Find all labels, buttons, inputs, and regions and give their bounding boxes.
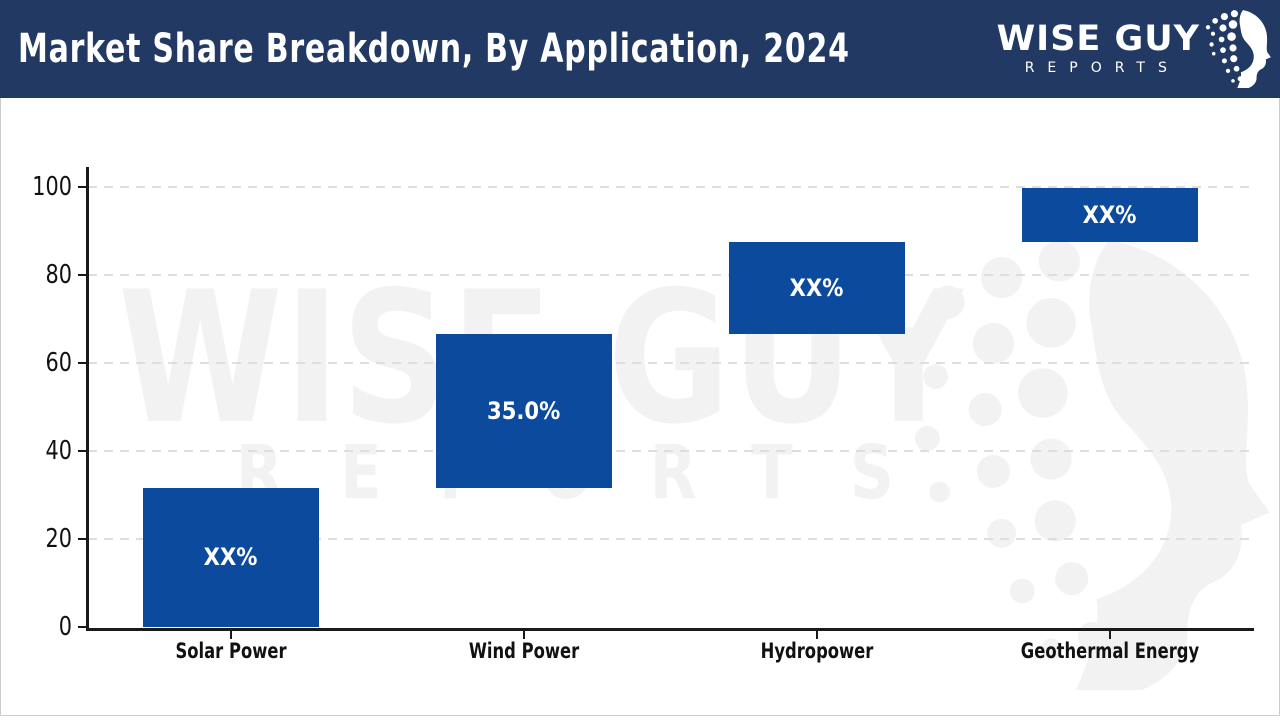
bar-value-label: XX% bbox=[204, 543, 258, 572]
x-axis-tick bbox=[523, 631, 525, 639]
gridline bbox=[88, 450, 1254, 452]
y-axis-tick bbox=[78, 362, 87, 364]
x-axis-line bbox=[86, 628, 1254, 631]
y-tick-label: 20 bbox=[45, 524, 72, 554]
gridline bbox=[88, 186, 1254, 188]
header-bar: Market Share Breakdown, By Application, … bbox=[0, 0, 1280, 98]
x-category-label: Geothermal Energy bbox=[1020, 639, 1200, 663]
bar-value-label: 35.0% bbox=[487, 396, 561, 425]
x-category-label: Wind Power bbox=[468, 639, 580, 663]
x-category-label: Solar Power bbox=[175, 639, 287, 663]
page-title: Market Share Breakdown, By Application, … bbox=[18, 26, 850, 72]
logo-wordmark: WISE GUY bbox=[996, 18, 1200, 59]
y-tick-label: 40 bbox=[45, 436, 72, 466]
gridline bbox=[88, 362, 1254, 364]
bar-segment: XX% bbox=[1022, 187, 1198, 243]
y-axis-tick bbox=[78, 450, 87, 452]
watermark-head-icon bbox=[894, 240, 1270, 690]
bar-segment: 35.0% bbox=[436, 333, 612, 488]
bar-value-label: XX% bbox=[1083, 201, 1137, 230]
y-axis-tick bbox=[78, 186, 87, 188]
y-axis-tick bbox=[78, 274, 87, 276]
logo-subtitle: REPORTS bbox=[1024, 60, 1180, 77]
y-tick-label: 60 bbox=[45, 348, 72, 378]
bar-segment: XX% bbox=[729, 242, 905, 334]
logo-head-icon bbox=[1205, 10, 1271, 88]
gridline bbox=[88, 274, 1254, 276]
y-axis-line bbox=[86, 167, 89, 630]
gridline bbox=[88, 538, 1254, 540]
x-category-label: Hydropower bbox=[760, 639, 874, 663]
y-tick-label: 100 bbox=[32, 172, 72, 202]
logo-text-block: WISE GUY REPORTS bbox=[997, 20, 1200, 77]
y-axis-tick bbox=[78, 626, 87, 628]
bar-segment: XX% bbox=[143, 487, 319, 627]
y-tick-label: 0 bbox=[58, 612, 72, 642]
y-tick-label: 80 bbox=[45, 260, 72, 290]
x-axis-tick bbox=[816, 631, 818, 639]
x-axis-tick bbox=[1109, 631, 1111, 639]
bar-value-label: XX% bbox=[790, 274, 844, 303]
brand-logo: WISE GUY REPORTS bbox=[997, 8, 1274, 88]
x-axis-tick bbox=[230, 631, 232, 639]
y-axis-tick bbox=[78, 538, 87, 540]
